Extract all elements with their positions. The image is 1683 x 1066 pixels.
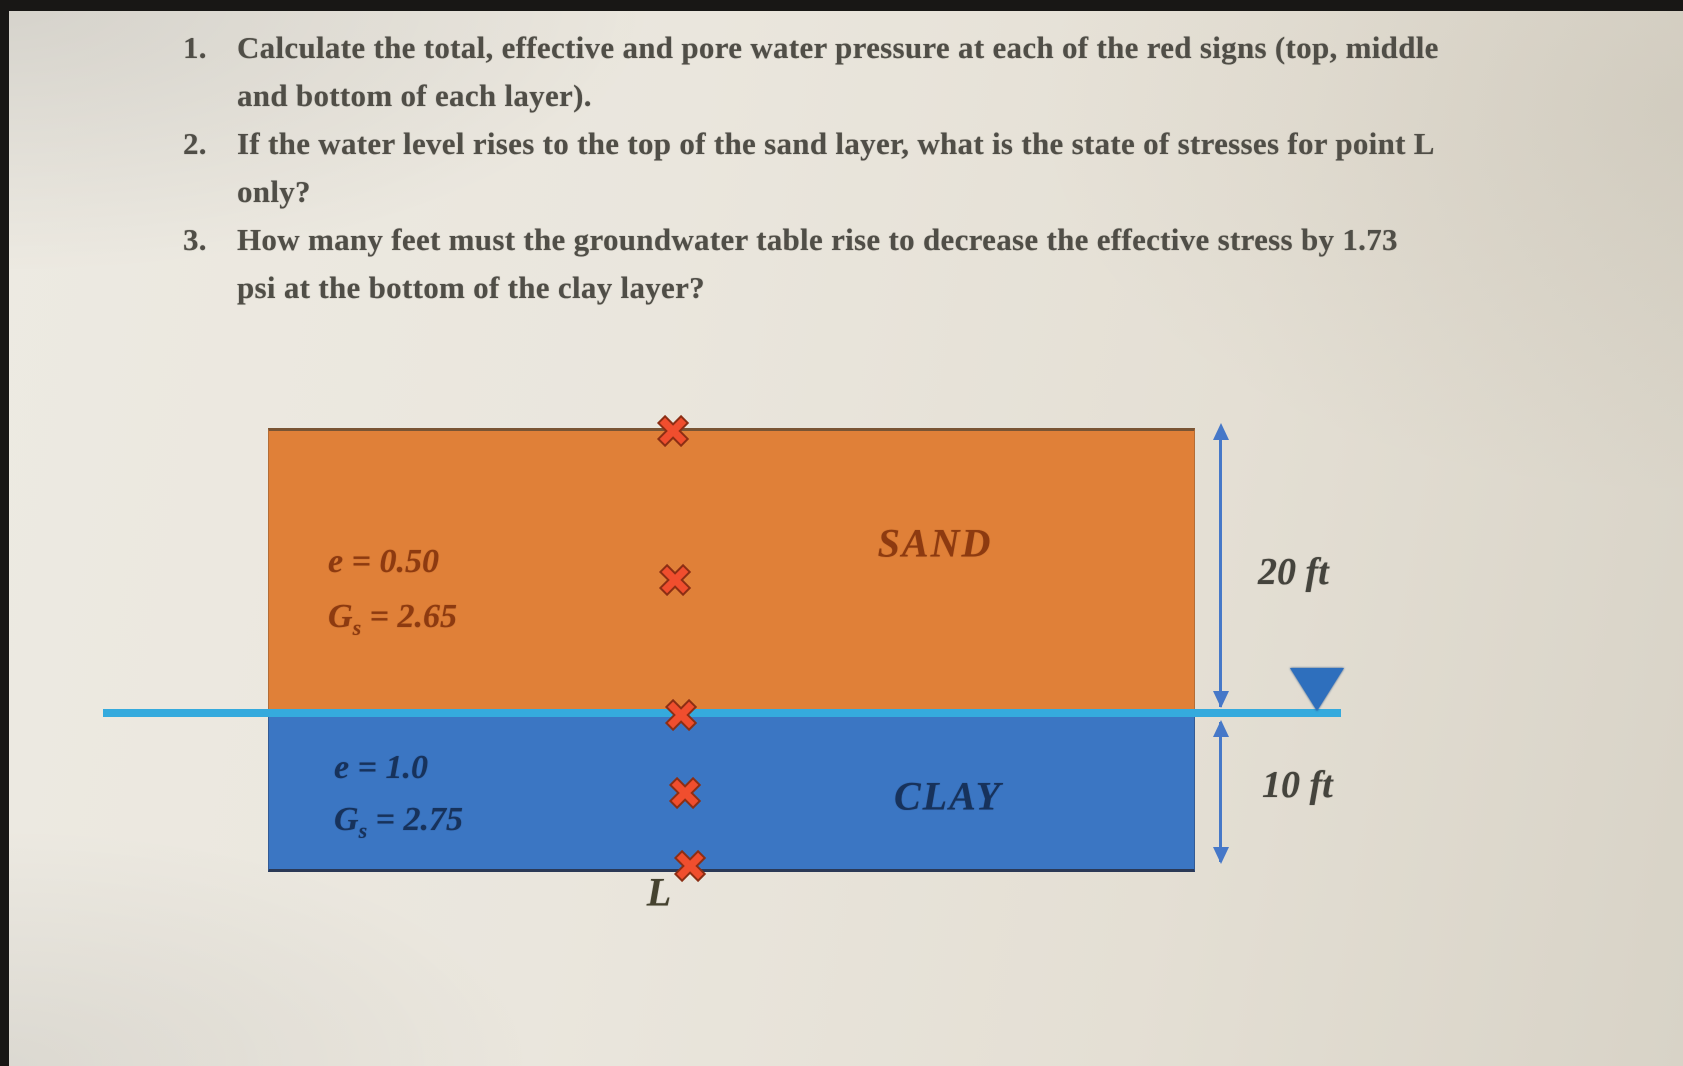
- question-3-line-2: psi at the bottom of the clay layer?: [237, 270, 705, 305]
- question-3-number: 3.: [183, 222, 207, 257]
- clay-gs-value: = 2.75: [367, 801, 463, 838]
- question-3: 3. How many feet must the groundwater ta…: [183, 216, 1623, 312]
- red-x-marker-clay-middle-icon: ✖: [666, 769, 705, 820]
- red-x-marker-sand-middle-icon: ✖: [656, 556, 695, 607]
- question-list: 1. Calculate the total, effective and po…: [183, 24, 1623, 312]
- question-1-number: 1.: [183, 30, 207, 65]
- photo-left-edge: [0, 0, 9, 1066]
- sand-thickness-label: 20 ft: [1258, 551, 1329, 593]
- sand-layer-block: [268, 428, 1195, 716]
- question-2-line-2: only?: [237, 174, 311, 209]
- sand-void-ratio: e = 0.50: [328, 543, 439, 580]
- clay-gs-subscript: s: [358, 817, 368, 843]
- water-table-line: [103, 709, 1341, 717]
- red-x-marker-interface-icon: ✖: [662, 691, 701, 742]
- clay-specific-gravity: Gs = 2.75: [334, 801, 463, 842]
- red-x-marker-sand-top-icon: ✖: [654, 407, 693, 458]
- dimension-arrow-up-icon: [1212, 720, 1229, 737]
- clay-gs-symbol: G: [334, 801, 359, 838]
- sand-specific-gravity: Gs = 2.65: [328, 598, 457, 639]
- clay-layer-block: [268, 716, 1195, 872]
- sand-dimension-line: [1219, 427, 1222, 707]
- red-x-marker-clay-bottom-icon: ✖: [671, 842, 710, 893]
- question-1: 1. Calculate the total, effective and po…: [183, 24, 1623, 120]
- question-1-line-1: Calculate the total, effective and pore …: [237, 30, 1439, 65]
- point-l-label: L: [646, 869, 672, 915]
- question-3-text: How many feet must the groundwater table…: [237, 216, 1623, 312]
- clay-void-ratio: e = 1.0: [334, 749, 428, 786]
- question-2-text: If the water level rises to the top of t…: [237, 120, 1623, 216]
- dimension-arrow-down-icon: [1212, 691, 1229, 708]
- sand-label: SAND: [877, 520, 993, 566]
- question-1-line-2: and bottom of each layer).: [237, 78, 592, 113]
- clay-dimension-line: [1219, 722, 1222, 862]
- clay-thickness-label: 10 ft: [1262, 764, 1333, 806]
- question-2-line-1: If the water level rises to the top of t…: [237, 126, 1435, 161]
- dimension-arrow-down-icon: [1212, 847, 1229, 864]
- sand-gs-subscript: s: [352, 614, 362, 640]
- sand-gs-symbol: G: [328, 598, 353, 635]
- question-2-number: 2.: [183, 126, 207, 161]
- dimension-arrow-up-icon: [1212, 423, 1229, 440]
- photo-top-edge: [0, 0, 1683, 11]
- question-2: 2. If the water level rises to the top o…: [183, 120, 1623, 216]
- question-1-text: Calculate the total, effective and pore …: [237, 24, 1623, 120]
- sand-gs-value: = 2.65: [361, 598, 457, 635]
- question-3-line-1: How many feet must the groundwater table…: [237, 222, 1398, 257]
- water-table-icon: [1290, 668, 1344, 711]
- clay-label: CLAY: [893, 773, 1003, 819]
